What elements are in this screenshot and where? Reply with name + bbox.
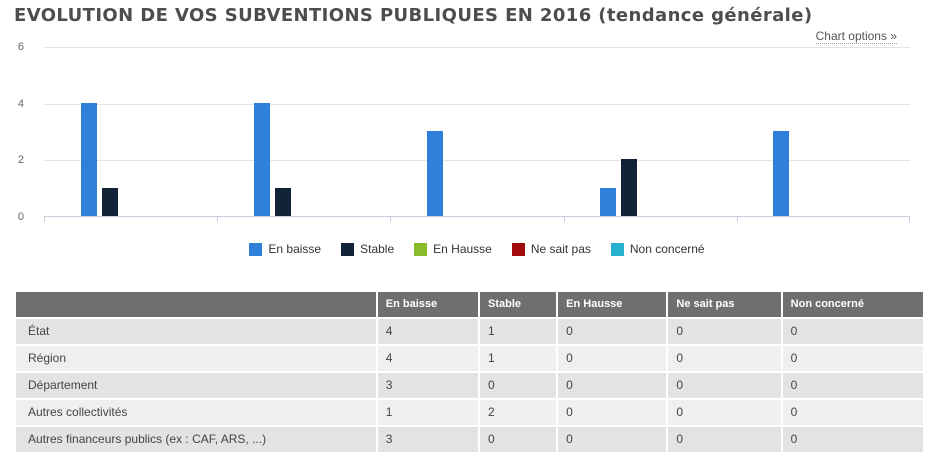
x-axis-tick <box>564 217 565 222</box>
y-axis-label: 2 <box>17 154 24 167</box>
row-label: Autres collectivités <box>16 400 376 425</box>
y-axis-label: 6 <box>17 41 24 53</box>
results-table: En baisse Stable En Hausse Ne sait pas Non c… <box>14 290 925 454</box>
cell-value: 0 <box>558 400 667 425</box>
cell-value: 0 <box>558 373 667 398</box>
x-axis-tick <box>390 217 391 222</box>
cell-value: 0 <box>558 346 667 371</box>
legend-label: En Hausse <box>433 242 492 256</box>
chart-options: Chart options » <box>0 29 897 44</box>
column-header: En Hausse <box>558 292 667 317</box>
cell-value: 3 <box>377 373 479 398</box>
legend-item[interactable]: Stable <box>341 242 394 256</box>
cell-value: 1 <box>480 346 557 371</box>
column-header: Ne sait pas <box>668 292 781 317</box>
legend-swatch <box>341 242 355 256</box>
chart-bar[interactable] <box>254 103 270 216</box>
row-label: Département <box>16 373 376 398</box>
cell-value: 0 <box>668 427 781 452</box>
cell-value: 1 <box>377 400 479 425</box>
y-axis: 0 2 4 6 <box>0 41 34 223</box>
cell-value: 0 <box>782 373 923 398</box>
x-axis-tick <box>44 217 45 222</box>
cell-value: 0 <box>668 373 781 398</box>
column-header: En baisse <box>377 292 479 317</box>
chart-bar[interactable] <box>773 131 789 216</box>
y-axis-label: 4 <box>17 97 24 110</box>
x-axis-line <box>44 216 910 217</box>
legend-item[interactable]: En Hausse <box>414 242 492 256</box>
y-axis-label: 0 <box>17 211 24 223</box>
legend-label: Ne sait pas <box>530 242 591 256</box>
cell-value: 0 <box>782 427 923 452</box>
chart-legend: En baisse Stable En Hausse Ne sait pas Non c… <box>44 242 910 256</box>
gridline <box>44 160 910 162</box>
chart-bar[interactable] <box>275 188 291 216</box>
chart-bar[interactable] <box>102 188 118 216</box>
chart-bar[interactable] <box>621 159 637 216</box>
cell-value: 4 <box>377 346 479 371</box>
column-header: Non concerné <box>782 292 923 317</box>
table-row: Autres financeurs publics (ex : CAF, ARS… <box>16 427 923 452</box>
x-axis-tick <box>737 217 738 222</box>
legend-item[interactable]: Ne sait pas <box>511 242 591 256</box>
cell-value: 0 <box>782 400 923 425</box>
column-header: Stable <box>480 292 557 317</box>
column-header <box>16 292 376 317</box>
cell-value: 0 <box>668 346 781 371</box>
legend-swatch <box>414 242 428 256</box>
legend-swatch <box>249 242 263 256</box>
table-row: Département 3 0 0 0 0 <box>16 373 923 398</box>
chart-bar[interactable] <box>427 131 443 216</box>
legend-item[interactable]: En baisse <box>249 242 321 256</box>
cell-value: 0 <box>480 427 557 452</box>
table-row: Autres collectivités 1 2 0 0 0 <box>16 400 923 425</box>
cell-value: 0 <box>480 373 557 398</box>
row-label: Autres financeurs publics (ex : CAF, ARS… <box>16 427 376 452</box>
gridline <box>44 47 910 48</box>
cell-value: 4 <box>377 319 479 344</box>
page-title: EVOLUTION DE VOS SUBVENTIONS PUBLIQUES E… <box>14 5 813 26</box>
cell-value: 0 <box>782 346 923 371</box>
cell-value: 0 <box>668 400 781 425</box>
gridline <box>44 103 910 105</box>
legend-label: En baisse <box>268 242 322 256</box>
table-row: Région 4 1 0 0 0 <box>16 346 923 371</box>
cell-value: 0 <box>782 319 923 344</box>
cell-value: 3 <box>377 427 479 452</box>
legend-label: Non concerné <box>629 242 705 256</box>
chart-bar[interactable] <box>600 188 616 216</box>
x-axis-tick <box>909 217 910 222</box>
row-label: État <box>16 319 376 344</box>
legend-item[interactable]: Non concerné <box>610 242 705 256</box>
cell-value: 1 <box>480 319 557 344</box>
legend-swatch <box>610 242 624 256</box>
legend-label: Stable <box>360 242 395 256</box>
chart-options-link[interactable]: Chart options » <box>815 29 897 44</box>
chart-bar[interactable] <box>81 103 97 216</box>
x-axis-tick <box>217 217 218 222</box>
legend-swatch <box>511 242 525 256</box>
plot-area <box>44 47 910 222</box>
row-label: Région <box>16 346 376 371</box>
cell-value: 0 <box>668 319 781 344</box>
cell-value: 0 <box>558 427 667 452</box>
cell-value: 2 <box>480 400 557 425</box>
cell-value: 0 <box>558 319 667 344</box>
table-row: État 4 1 0 0 0 <box>16 319 923 344</box>
